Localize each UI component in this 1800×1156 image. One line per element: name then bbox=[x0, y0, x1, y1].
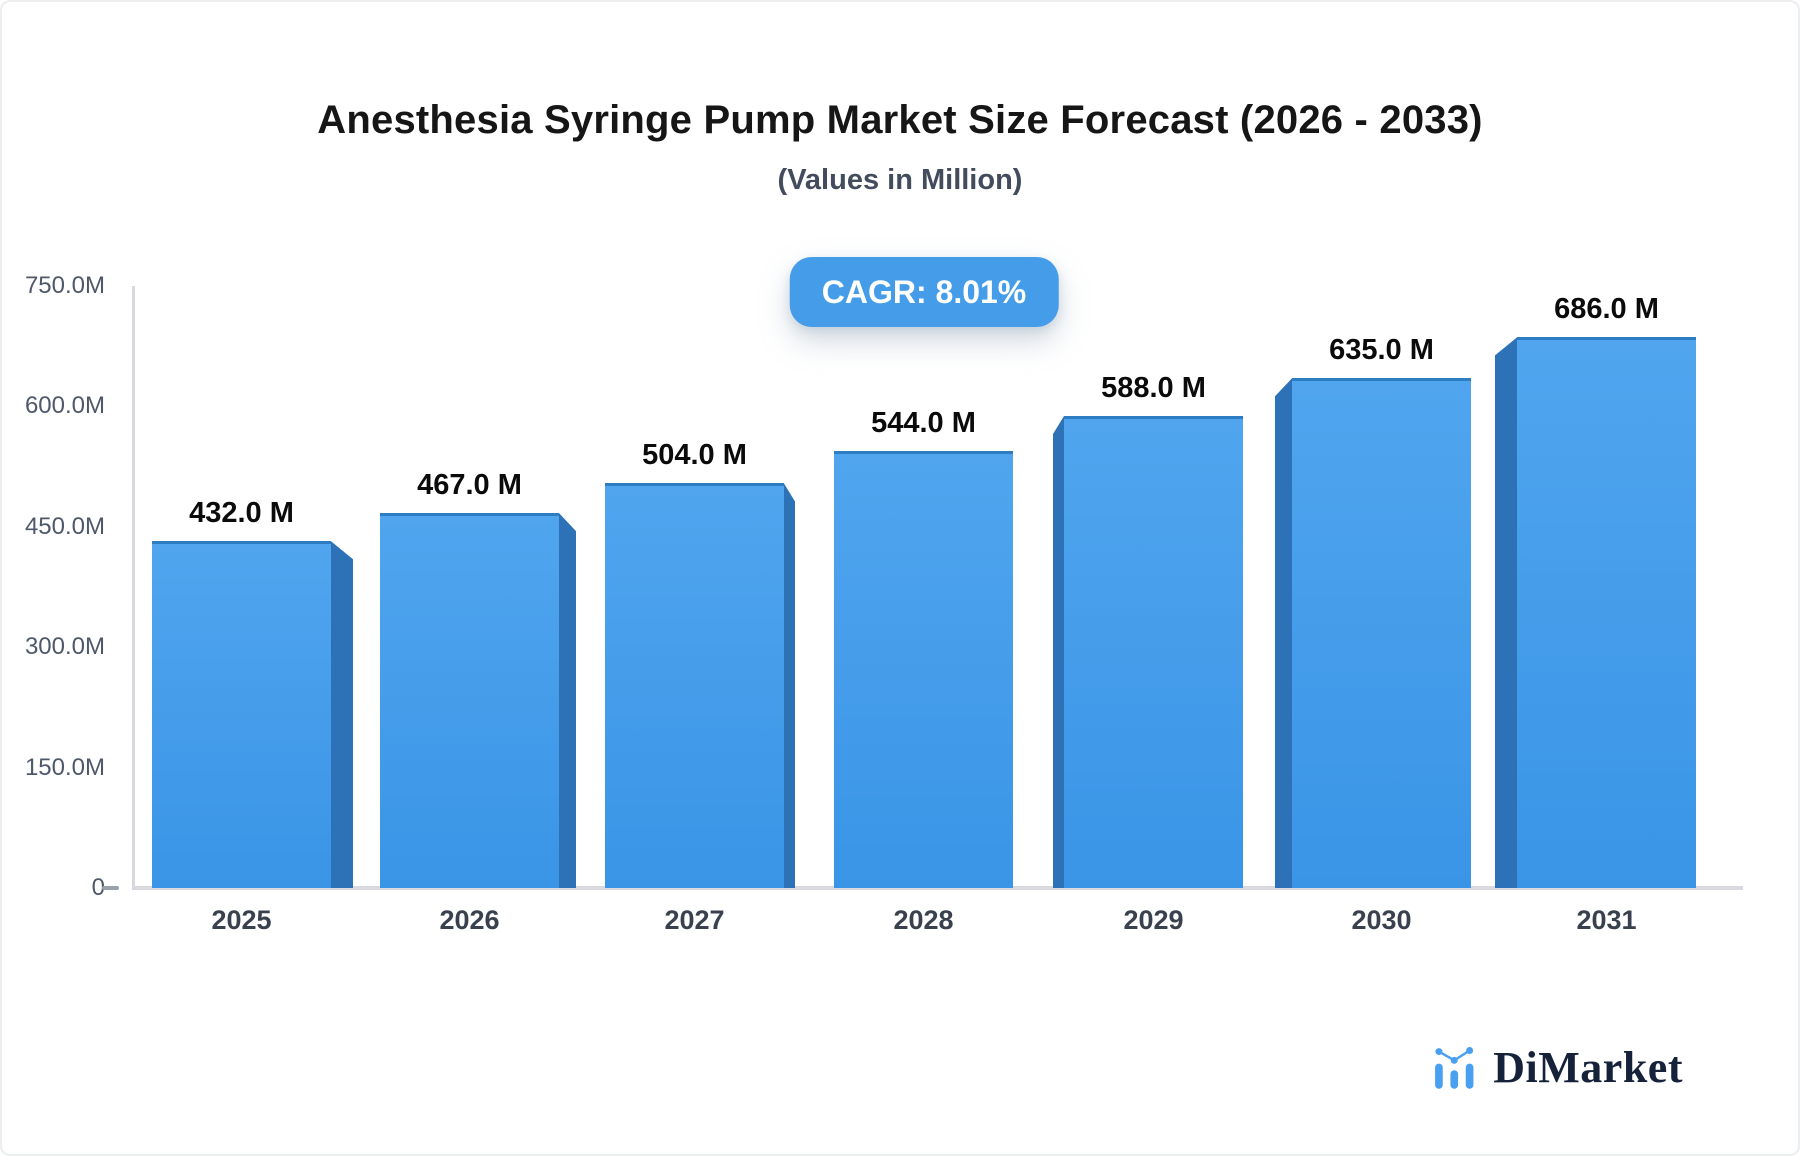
bar-value-label: 686.0 M bbox=[1554, 293, 1659, 326]
y-axis-label: 600.0M bbox=[24, 392, 105, 420]
bar-2029 bbox=[1064, 416, 1243, 888]
bar-side-panel bbox=[1495, 337, 1517, 888]
bar-value-label: 588.0 M bbox=[1101, 372, 1206, 405]
y-axis-line bbox=[132, 286, 135, 888]
y-axis-label: 0 bbox=[91, 874, 105, 901]
bar-2028 bbox=[834, 451, 1013, 888]
bar-2030 bbox=[1292, 378, 1471, 888]
x-axis-label: 2028 bbox=[893, 905, 954, 935]
x-axis-label: 2027 bbox=[664, 905, 725, 935]
x-axis-label: 2026 bbox=[439, 905, 500, 935]
y-axis-label: 750.0M bbox=[24, 272, 105, 299]
bar-side-panel bbox=[1275, 378, 1292, 888]
x-axis-label: 2025 bbox=[211, 905, 272, 935]
x-axis-line bbox=[132, 886, 1743, 890]
logo-text: DiMarket bbox=[1493, 1043, 1683, 1092]
bar-value-label: 635.0 M bbox=[1329, 334, 1434, 367]
bar-value-label: 504.0 M bbox=[642, 439, 747, 472]
bar-side-panel bbox=[559, 513, 576, 888]
chart-subtitle: (Values in Million) bbox=[777, 164, 1023, 196]
y-axis-label: 300.0M bbox=[24, 633, 105, 661]
cagr-badge: CAGR: 8.01% bbox=[789, 257, 1059, 327]
bar-value-label: 544.0 M bbox=[871, 407, 976, 440]
bar-value-label: 467.0 M bbox=[417, 469, 522, 502]
zero-tick bbox=[102, 886, 119, 890]
bar-value-label: 432.0 M bbox=[189, 497, 294, 530]
y-axis-label: 450.0M bbox=[24, 512, 105, 540]
bar-2031 bbox=[1517, 337, 1696, 888]
x-axis-label: 2029 bbox=[1123, 905, 1184, 935]
dimarket-logo: DiMarket bbox=[1434, 1042, 1683, 1093]
bar-2025 bbox=[152, 541, 331, 888]
bar-side-panel bbox=[784, 483, 795, 888]
bar-chart-logo-icon bbox=[1435, 1046, 1474, 1089]
bar-side-panel bbox=[1053, 416, 1064, 888]
x-axis-label: 2030 bbox=[1351, 905, 1412, 935]
x-axis-label: 2031 bbox=[1576, 905, 1637, 935]
chart-title: Anesthesia Syringe Pump Market Size Fore… bbox=[317, 98, 1483, 142]
y-axis-label: 150.0M bbox=[24, 753, 105, 781]
bar-side-panel bbox=[331, 541, 353, 888]
bar-2026 bbox=[380, 513, 559, 888]
bar-2027 bbox=[605, 483, 784, 888]
